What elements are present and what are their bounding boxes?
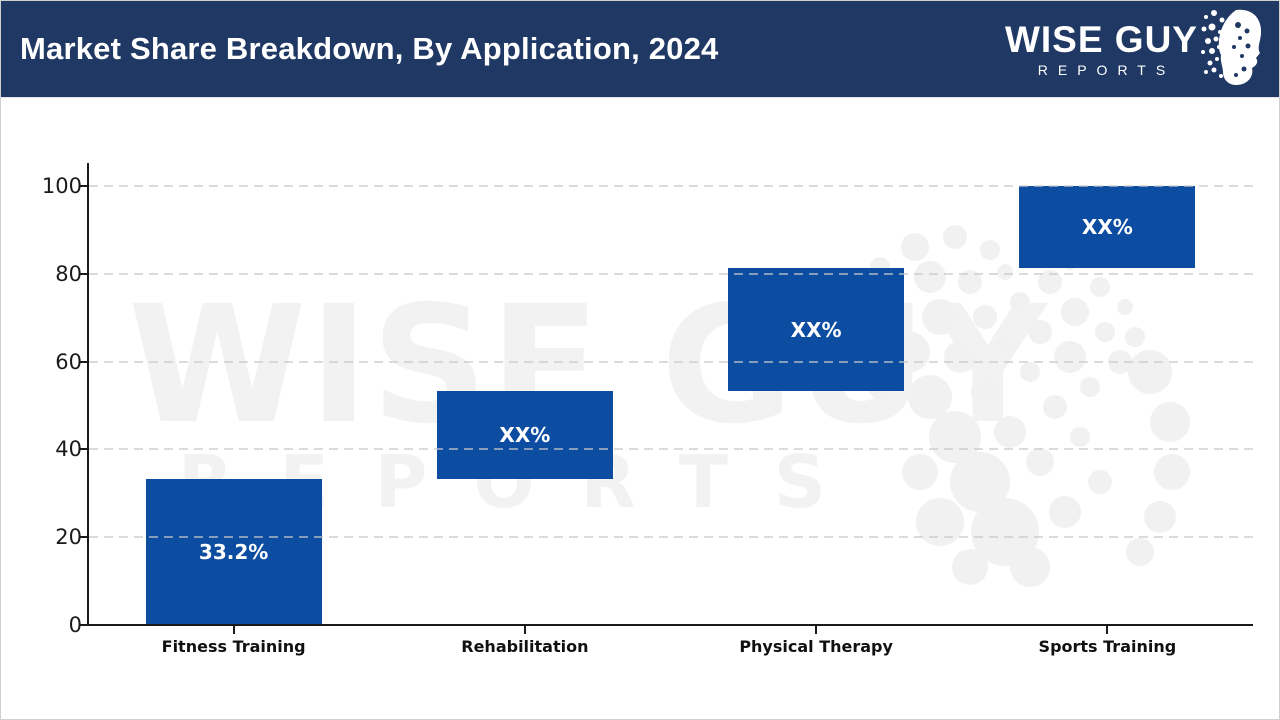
x-tick-mark: [1106, 626, 1109, 634]
y-tick-label: 0: [68, 613, 82, 637]
gridline-40: [89, 448, 1253, 451]
y-tick-label: 60: [55, 349, 82, 374]
y-tick-mark: [79, 624, 87, 626]
bar-value-label: XX%: [1081, 214, 1133, 239]
bar-fitness-training: 33.2%: [145, 479, 322, 625]
x-tick-label-physical-therapy: Physical Therapy: [739, 637, 893, 656]
x-axis: [87, 624, 1253, 626]
y-tick-mark: [79, 536, 87, 539]
y-tick-mark: [79, 185, 87, 187]
bar-sports-training: XX%: [1019, 186, 1196, 268]
y-axis: [87, 163, 89, 625]
logo-face-icon: [1201, 9, 1262, 85]
x-tick-label-sports-training: Sports Training: [1038, 637, 1177, 656]
y-tick-label: 80: [55, 261, 82, 286]
logo-wordmark: WISE GUY REPORTS: [1005, 21, 1198, 77]
x-tick-label-fitness-training: Fitness Training: [161, 637, 306, 656]
y-tick-label: 40: [55, 437, 82, 462]
x-tick-mark: [523, 626, 526, 634]
y-tick-mark: [79, 448, 87, 451]
x-tick-label-rehabilitation: Rehabilitation: [461, 637, 589, 656]
gridline-100: [89, 185, 1253, 187]
wiseguy-logo: WISE GUY REPORTS: [1005, 7, 1266, 91]
header: Market Share Breakdown, By Application, …: [0, 0, 1280, 98]
y-tick-label: 20: [55, 525, 82, 550]
gridline-20: [89, 536, 1253, 539]
chart-area: 0 20 40 60 80 100 33.2% Fitness Training XX% Reha…: [0, 97, 1280, 720]
gridline-80: [89, 272, 1253, 275]
y-tick-mark: [79, 272, 87, 275]
logo-word: WISE GUY: [1004, 18, 1198, 60]
x-tick-mark: [232, 626, 235, 634]
x-tick-mark: [815, 626, 818, 634]
logo-reports-label: REPORTS: [1037, 61, 1176, 78]
bar-value-label: XX%: [499, 423, 551, 448]
bar-value-label: XX%: [790, 317, 842, 342]
gridline-60: [89, 360, 1253, 363]
bar-rehabilitation: XX%: [436, 391, 613, 480]
bar-value-label: 33.2%: [198, 540, 269, 565]
y-tick-mark: [79, 360, 87, 363]
bar-physical-therapy: XX%: [728, 267, 905, 392]
y-tick-label: 100: [41, 174, 82, 198]
page-title: Market Share Breakdown, By Application, …: [20, 30, 719, 66]
